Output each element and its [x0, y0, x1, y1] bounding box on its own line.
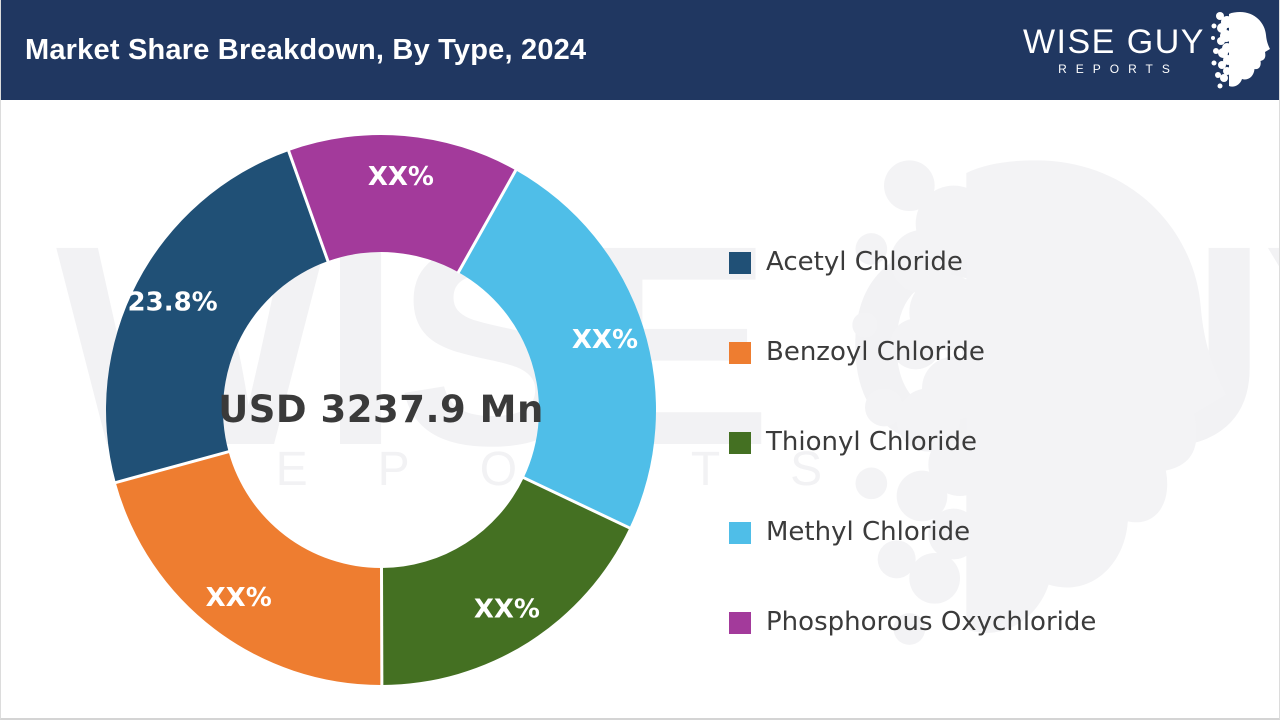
watermark-reports-text: REPORTS [171, 442, 892, 497]
legend-label: Acetyl Chloride [766, 247, 963, 277]
legend-swatch-icon [729, 341, 751, 364]
center-value: USD 3237.9 Mn [218, 388, 544, 431]
segment-label: XX% [206, 583, 272, 613]
segment-label: XX% [368, 162, 434, 192]
legend-label: Methyl Chloride [766, 517, 971, 547]
legend-item: Methyl Chloride [729, 517, 1096, 548]
logo-sub-text: REPORTS [1058, 61, 1179, 76]
legend: Acetyl Chloride Benzoyl Chloride Thionyl C… [729, 247, 1096, 697]
legend-swatch-icon [729, 521, 751, 544]
legend-swatch-icon [729, 611, 751, 634]
wiseguy-logo: WISE GUY REPORTS [1023, 8, 1271, 92]
legend-item: Benzoyl Chloride [729, 337, 1096, 368]
logo-name-text: WISE GUY [1022, 22, 1205, 61]
page-title: Market Share Breakdown, By Type, 2024 [25, 33, 587, 66]
watermark-face-icon [852, 160, 1226, 645]
header: Market Share Breakdown, By Type, 2024 WI… [1, 0, 1279, 100]
segment-label: XX% [474, 594, 540, 624]
segment-separator [114, 449, 230, 485]
segment-label: 23.8% [128, 287, 218, 317]
segment-separator [522, 475, 632, 530]
segment-label: XX% [572, 325, 638, 355]
legend-swatch-icon [729, 251, 751, 274]
donut-segment-acetyl-chloride [106, 150, 328, 483]
segment-separator [286, 149, 330, 263]
donut-segment-benzoyl-chloride [115, 451, 382, 685]
legend-swatch-icon [729, 431, 751, 454]
donut-segment-methyl-chloride [458, 170, 656, 528]
legend-label: Benzoyl Chloride [766, 337, 985, 367]
legend-item: Thionyl Chloride [729, 427, 1096, 458]
segment-separator [456, 168, 518, 274]
donut-segment-phosphorous-oxychloride [288, 135, 516, 273]
legend-label: Thionyl Chloride [766, 427, 978, 457]
legend-label: Phosphorous Oxychloride [766, 607, 1097, 637]
legend-item: Acetyl Chloride [729, 247, 1096, 278]
donut-segment-thionyl-chloride [381, 477, 630, 685]
logo-face-icon [1211, 12, 1270, 89]
wiseguy-logo-text: WISE GUY REPORTS [1023, 25, 1205, 76]
legend-item: Phosphorous Oxychloride [729, 607, 1096, 638]
